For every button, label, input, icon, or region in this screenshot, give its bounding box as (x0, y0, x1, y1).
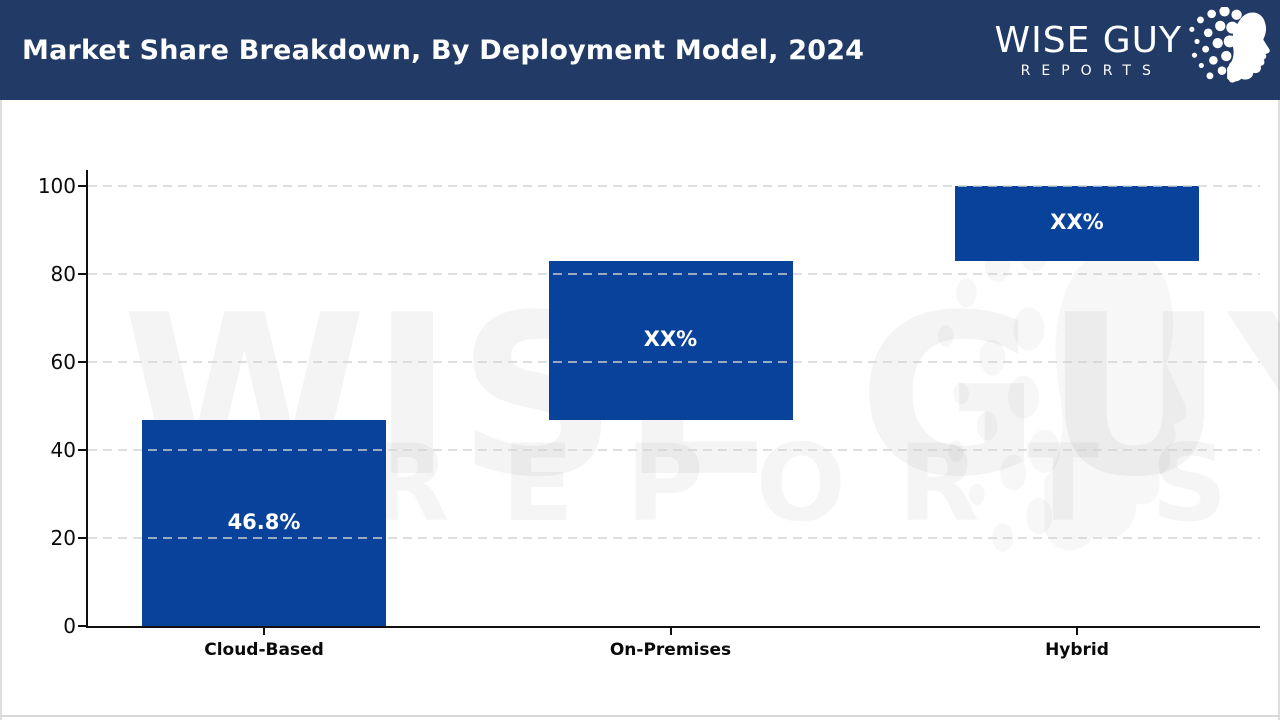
y-tick-mark (78, 361, 86, 363)
panel-border-left (0, 100, 2, 720)
gridline-20 (88, 537, 1260, 539)
x-axis-spine (86, 626, 1260, 628)
y-tick-mark (78, 273, 86, 275)
logo-face-icon (1189, 7, 1270, 83)
gridline-40 (88, 449, 1260, 451)
y-tick-mark (78, 537, 86, 539)
x-tick-mark (263, 628, 265, 635)
logo-wordmark: WISE GUY (994, 19, 1182, 61)
page-title: Market Share Breakdown, By Deployment Mo… (22, 34, 865, 66)
y-tick-mark (78, 449, 86, 451)
header-band: Market Share Breakdown, By Deployment Mo… (0, 0, 1280, 100)
watermark-face-icon (930, 228, 1190, 588)
gridline-60 (88, 361, 1260, 363)
y-tick-mark (78, 625, 86, 627)
x-axis-label: On-Premises (609, 640, 732, 660)
y-tick-label: 80 (50, 262, 76, 286)
bar-value-label: 46.8% (227, 510, 301, 535)
x-tick-mark (669, 628, 672, 635)
y-tick-label: 40 (50, 438, 76, 462)
y-tick-label: 60 (50, 350, 76, 374)
y-tick-label: 100 (37, 174, 76, 198)
gridline-80 (88, 273, 1260, 275)
bar-value-label: XX% (643, 327, 698, 352)
y-tick-label: 20 (50, 526, 76, 550)
watermark-subtitle: REPORTS (368, 422, 1279, 545)
y-axis-spine (86, 170, 88, 628)
bar-cloud-based (142, 420, 386, 626)
logo-text: WISE GUY REPORTS (994, 19, 1183, 79)
bar-hybrid (955, 186, 1199, 261)
x-axis-label: Cloud-Based (204, 640, 324, 660)
x-tick-mark (1076, 628, 1078, 635)
wise-guy-reports-logo: WISE GUY REPORTS (995, 0, 1273, 100)
logo-subtitle: REPORTS (1020, 62, 1162, 79)
gridline-100 (88, 185, 1260, 187)
y-tick-mark (78, 185, 86, 187)
panel-border-right (1278, 100, 1280, 720)
y-tick-label: 0 (63, 614, 76, 638)
chart-area: WISE GUY REPORTS 02040608010046.8%Cloud-… (0, 100, 1280, 720)
x-axis-label: Hybrid (1045, 640, 1109, 660)
bar-on-premises (548, 260, 793, 421)
bar-value-label: XX% (1050, 210, 1104, 235)
panel-border-bottom (0, 715, 1280, 717)
